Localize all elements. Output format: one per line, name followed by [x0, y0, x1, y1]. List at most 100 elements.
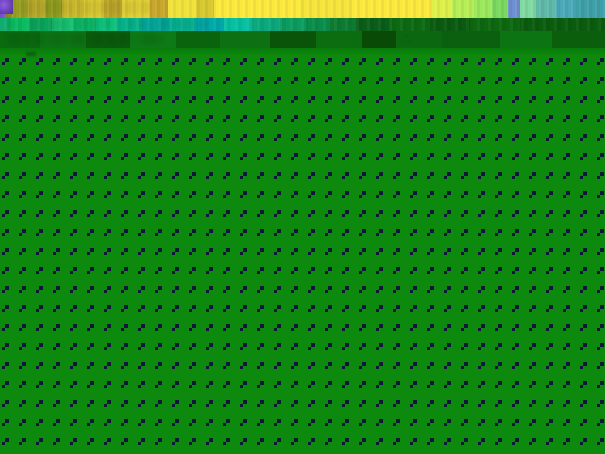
tick-mark-icon: [172, 58, 179, 65]
tick-mark-icon: [274, 381, 281, 388]
content-field[interactable]: [0, 48, 605, 454]
tick-mark-icon: [104, 248, 111, 255]
app-icon[interactable]: [0, 0, 13, 14]
tick-mark-icon: [495, 419, 502, 426]
tick-mark-icon: [546, 134, 553, 141]
tick-mark-icon: [512, 210, 519, 217]
tick-mark-icon: [308, 77, 315, 84]
tick-mark-icon: [36, 153, 43, 160]
tick-mark-icon: [376, 96, 383, 103]
tick-mark-icon: [410, 172, 417, 179]
window-title: ░▒░ ▒░▒░ ░▒░▒ ▒░▒░▒: [16, 2, 150, 14]
tick-mark-icon: [291, 362, 298, 369]
tick-mark-icon: [53, 77, 60, 84]
tick-mark-icon: [70, 134, 77, 141]
tick-mark-icon: [155, 210, 162, 217]
tick-mark-icon: [563, 77, 570, 84]
tick-mark-icon: [359, 115, 366, 122]
tick-mark-icon: [257, 286, 264, 293]
tick-mark-icon: [376, 210, 383, 217]
toolbar[interactable]: [0, 18, 605, 31]
tick-mark-icon: [427, 400, 434, 407]
tick-mark-icon: [546, 400, 553, 407]
tick-mark-icon: [189, 343, 196, 350]
tick-mark-icon: [597, 229, 604, 236]
tick-mark-icon: [376, 77, 383, 84]
tick-mark-icon: [461, 134, 468, 141]
tick-mark-icon: [257, 381, 264, 388]
tick-mark-icon: [206, 134, 213, 141]
tick-mark-icon: [546, 58, 553, 65]
tick-mark-icon: [257, 77, 264, 84]
tick-mark-icon: [563, 305, 570, 312]
tick-mark-icon: [546, 248, 553, 255]
tick-mark-icon: [223, 362, 230, 369]
tick-mark-icon: [172, 419, 179, 426]
tick-mark-icon: [478, 438, 485, 445]
tick-mark-icon: [274, 115, 281, 122]
tick-mark-icon: [70, 58, 77, 65]
tick-mark-icon: [104, 419, 111, 426]
tick-mark-icon: [342, 248, 349, 255]
tick-mark-icon: [155, 381, 162, 388]
tick-mark-icon: [342, 58, 349, 65]
tick-mark-icon: [444, 438, 451, 445]
tick-mark-icon: [206, 381, 213, 388]
tick-mark-icon: [342, 191, 349, 198]
tick-mark-icon: [376, 381, 383, 388]
tick-mark-icon: [240, 77, 247, 84]
tick-mark-icon: [461, 362, 468, 369]
tick-mark-icon: [172, 248, 179, 255]
tick-mark-icon: [495, 229, 502, 236]
tick-mark-icon: [70, 191, 77, 198]
tick-mark-icon: [597, 305, 604, 312]
tick-mark-icon: [206, 210, 213, 217]
tick-mark-icon: [359, 248, 366, 255]
tick-mark-icon: [376, 286, 383, 293]
tick-mark-icon: [155, 286, 162, 293]
tick-mark-icon: [580, 419, 587, 426]
title-bar[interactable]: [0, 0, 605, 18]
tick-mark-icon: [138, 96, 145, 103]
tick-mark-icon: [376, 343, 383, 350]
tick-mark-icon: [87, 153, 94, 160]
tick-mark-icon: [580, 229, 587, 236]
tick-mark-icon: [563, 362, 570, 369]
tick-mark-icon: [410, 381, 417, 388]
sub-toolbar-glyph-icon: ∴: [401, 31, 411, 46]
tick-mark-icon: [70, 210, 77, 217]
tick-mark-icon: [104, 134, 111, 141]
tick-mark-icon: [359, 438, 366, 445]
tick-mark-icon: [359, 58, 366, 65]
tick-mark-icon: [291, 419, 298, 426]
tick-lattice: [0, 48, 605, 454]
tick-mark-icon: [155, 134, 162, 141]
tick-mark-icon: [376, 324, 383, 331]
tick-mark-icon: [19, 115, 26, 122]
tick-mark-icon: [529, 229, 536, 236]
sub-toolbar[interactable]: [0, 31, 605, 48]
tick-mark-icon: [189, 419, 196, 426]
tick-mark-icon: [427, 286, 434, 293]
tick-mark-icon: [512, 381, 519, 388]
tick-mark-icon: [495, 115, 502, 122]
tick-mark-icon: [104, 229, 111, 236]
tick-mark-icon: [325, 210, 332, 217]
tick-mark-icon: [223, 96, 230, 103]
tick-mark-icon: [70, 248, 77, 255]
tick-mark-icon: [325, 58, 332, 65]
tick-mark-icon: [257, 267, 264, 274]
tick-mark-icon: [342, 305, 349, 312]
tick-mark-icon: [206, 248, 213, 255]
tick-mark-icon: [325, 96, 332, 103]
tick-mark-icon: [376, 134, 383, 141]
tick-mark-icon: [546, 96, 553, 103]
tick-mark-icon: [87, 248, 94, 255]
tick-mark-icon: [529, 438, 536, 445]
tick-mark-icon: [580, 248, 587, 255]
tick-mark-icon: [274, 343, 281, 350]
tick-mark-icon: [495, 210, 502, 217]
tick-mark-icon: [121, 96, 128, 103]
tick-mark-icon: [104, 362, 111, 369]
tick-mark-icon: [546, 77, 553, 84]
